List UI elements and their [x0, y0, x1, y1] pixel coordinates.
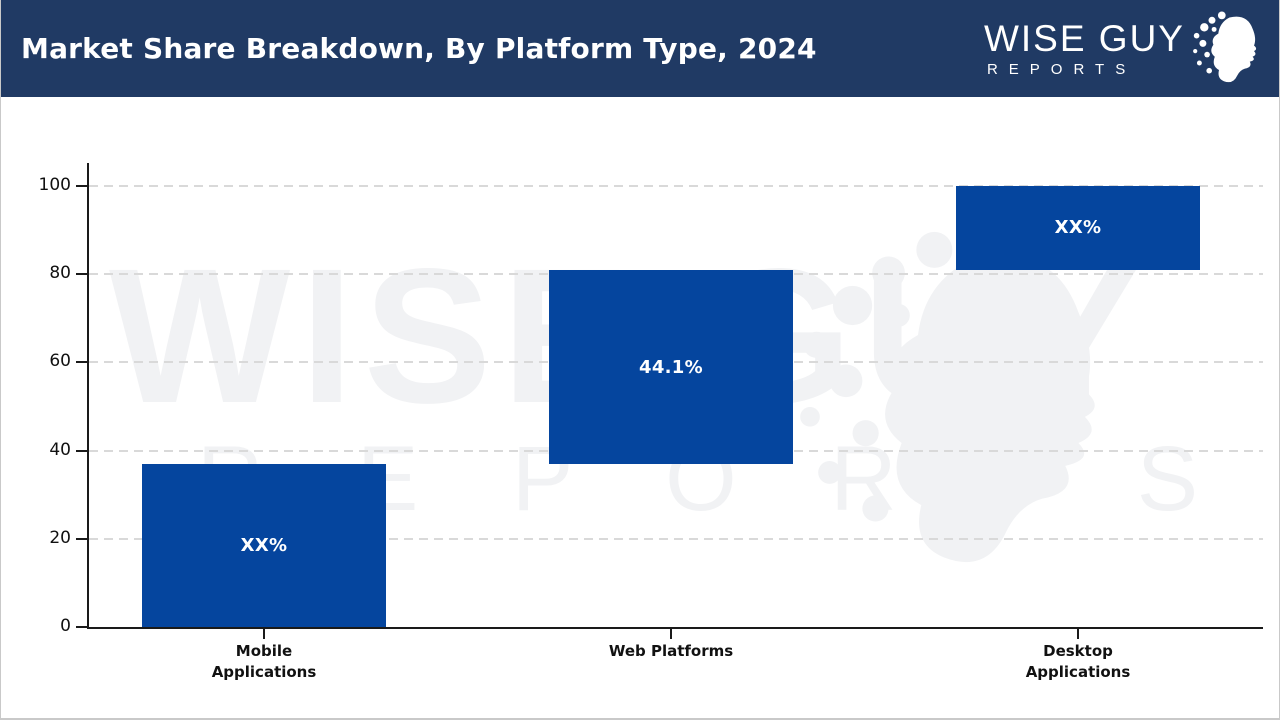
y-tick-label: 40 — [49, 439, 71, 460]
y-tick-mark — [76, 273, 89, 276]
y-tick-label: 0 — [60, 616, 71, 636]
y-axis-line — [87, 163, 89, 629]
brand-wordmark: WISE GUY REPORTS — [983, 17, 1185, 78]
bar-value-label: XX% — [240, 535, 288, 557]
x-tick-label: Mobile Applications — [211, 642, 317, 681]
grid-line — [89, 185, 1263, 187]
bar: XX% — [142, 464, 386, 627]
chart-area: WISE GUY R E P O R T S 020406080100XX%44… — [1, 97, 1279, 718]
brand-face-icon — [1193, 11, 1257, 82]
y-tick-label: 80 — [49, 263, 71, 284]
x-tick-mark — [1077, 629, 1079, 639]
brand-subtitle: REPORTS — [986, 60, 1137, 78]
y-tick-mark — [76, 361, 89, 364]
page-title: Market Share Breakdown, By Platform Type… — [21, 32, 817, 65]
bar-value-label: 44.1% — [639, 356, 703, 378]
brand-name: WISE GUY — [983, 17, 1185, 59]
bar-value-label: XX% — [1054, 217, 1102, 239]
x-tick-mark — [263, 629, 265, 639]
x-tick-mark — [670, 629, 672, 639]
y-tick-label: 100 — [38, 175, 71, 195]
brand-logo: WISE GUY REPORTS — [984, 9, 1261, 89]
header-bar: Market Share Breakdown, By Platform Type… — [1, 0, 1279, 97]
y-tick-mark — [76, 449, 89, 452]
x-tick-label: Desktop Applications — [1025, 642, 1131, 681]
y-tick-label: 20 — [49, 527, 71, 548]
grid-line — [89, 537, 1263, 540]
y-tick-label: 60 — [49, 351, 71, 372]
bar: XX% — [956, 186, 1200, 270]
y-tick-mark — [76, 626, 89, 628]
watermark-face-icon — [800, 231, 1095, 563]
y-tick-mark — [76, 185, 89, 187]
bar: 44.1% — [549, 269, 793, 465]
x-tick-label: Web Platforms — [608, 642, 734, 660]
y-tick-mark — [76, 537, 89, 540]
x-axis-line — [87, 627, 1263, 629]
